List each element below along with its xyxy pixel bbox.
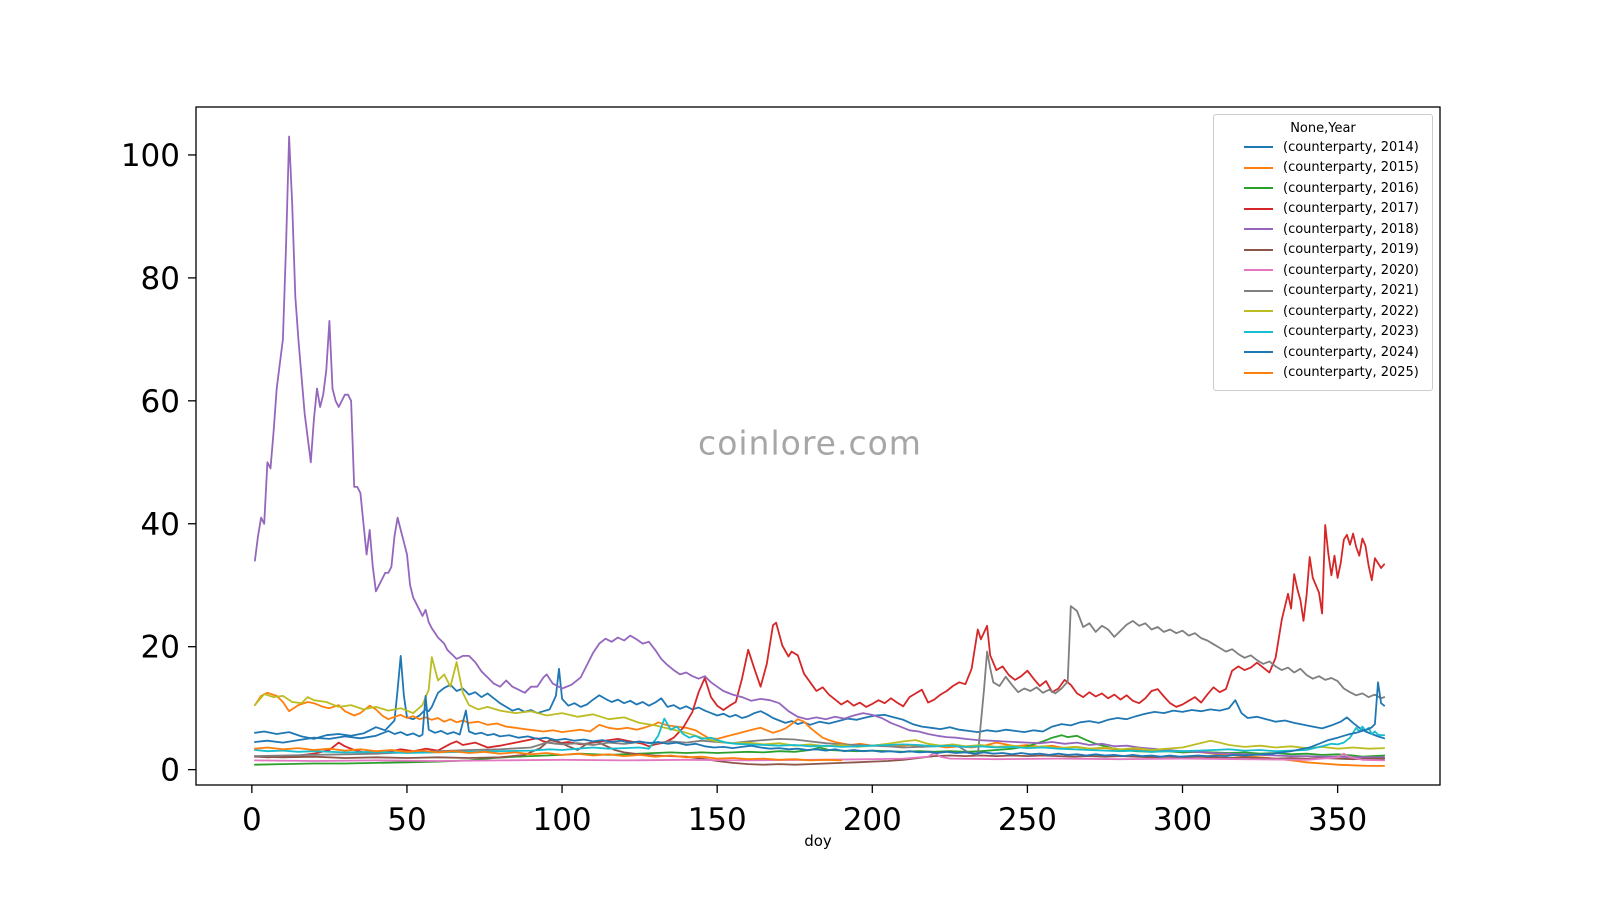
plot-border <box>195 106 1441 786</box>
legend-line-swatch-2022 <box>1244 310 1273 313</box>
legend-label-2025: (counterparty, 2025) <box>1283 365 1419 381</box>
legend-label-2016: (counterparty, 2016) <box>1283 180 1419 196</box>
legend-line-swatch-2025 <box>1244 371 1273 374</box>
legend-item-2022: (counterparty, 2022) <box>1222 301 1424 322</box>
x-tick-label: 0 <box>242 802 262 838</box>
x-tick-label: 300 <box>1153 802 1212 838</box>
y-tick-label: 80 <box>141 261 180 297</box>
legend-line-swatch-2021 <box>1244 289 1273 292</box>
series-line-2018 <box>253 135 1386 759</box>
legend-label-2014: (counterparty, 2014) <box>1283 139 1419 155</box>
legend-item-2014: (counterparty, 2014) <box>1222 137 1424 158</box>
legend-item-2024: (counterparty, 2024) <box>1222 342 1424 363</box>
legend-item-2025: (counterparty, 2025) <box>1222 363 1424 384</box>
y-tick-label: 0 <box>160 753 180 789</box>
legend-item-2018: (counterparty, 2018) <box>1222 219 1424 240</box>
legend-line-swatch-2017 <box>1244 207 1273 210</box>
legend-line-swatch-2020 <box>1244 269 1273 272</box>
legend-item-2016: (counterparty, 2016) <box>1222 178 1424 199</box>
legend-label-2022: (counterparty, 2022) <box>1283 303 1419 319</box>
legend-label-2020: (counterparty, 2020) <box>1283 262 1419 278</box>
series-line-2019 <box>253 739 1386 766</box>
x-tick-label: 150 <box>688 802 747 838</box>
legend-line-swatch-2014 <box>1244 146 1273 149</box>
legend-label-2015: (counterparty, 2015) <box>1283 160 1419 176</box>
legend-label-2021: (counterparty, 2021) <box>1283 283 1419 299</box>
legend-item-2019: (counterparty, 2019) <box>1222 240 1424 261</box>
legend-label-2024: (counterparty, 2024) <box>1283 344 1419 360</box>
watermark: coinlore.com <box>698 423 922 463</box>
y-tick-label: 100 <box>121 138 180 174</box>
legend-label-2017: (counterparty, 2017) <box>1283 201 1419 217</box>
legend-item-2020: (counterparty, 2020) <box>1222 260 1424 281</box>
legend-label-2019: (counterparty, 2019) <box>1283 242 1419 258</box>
series-line-2024 <box>253 681 1386 758</box>
legend-item-2023: (counterparty, 2023) <box>1222 322 1424 343</box>
x-axis-label: doy <box>804 832 832 850</box>
series-line-2023 <box>253 717 1386 754</box>
y-tick-label: 20 <box>141 630 180 666</box>
legend-line-swatch-2018 <box>1244 228 1273 231</box>
legend-item-2021: (counterparty, 2021) <box>1222 281 1424 302</box>
y-tick-label: 60 <box>141 384 180 420</box>
legend-line-swatch-2019 <box>1244 248 1273 251</box>
legend-label-2018: (counterparty, 2018) <box>1283 221 1419 237</box>
legend-line-swatch-2015 <box>1244 166 1273 169</box>
legend-box: None,Year (counterparty, 2014) (counterpa… <box>1213 114 1433 391</box>
series-line-2025 <box>253 746 843 762</box>
legend-line-swatch-2024 <box>1244 351 1273 354</box>
series-line-2021 <box>253 605 1386 757</box>
legend-title: None,Year <box>1290 121 1356 136</box>
x-tick-label: 50 <box>387 802 426 838</box>
x-tick-label: 200 <box>843 802 902 838</box>
legend-item-2015: (counterparty, 2015) <box>1222 158 1424 179</box>
x-tick-label: 100 <box>532 802 591 838</box>
series-lines <box>253 135 1386 767</box>
legend-item-2017: (counterparty, 2017) <box>1222 199 1424 220</box>
y-tick-label: 40 <box>141 507 180 543</box>
x-tick-label: 350 <box>1308 802 1367 838</box>
series-line-2022 <box>253 656 1386 751</box>
legend-label-2023: (counterparty, 2023) <box>1283 324 1419 340</box>
x-tick-label: 250 <box>998 802 1057 838</box>
series-line-2014 <box>253 655 1386 740</box>
legend-line-swatch-2016 <box>1244 187 1273 190</box>
legend-line-swatch-2023 <box>1244 330 1273 333</box>
